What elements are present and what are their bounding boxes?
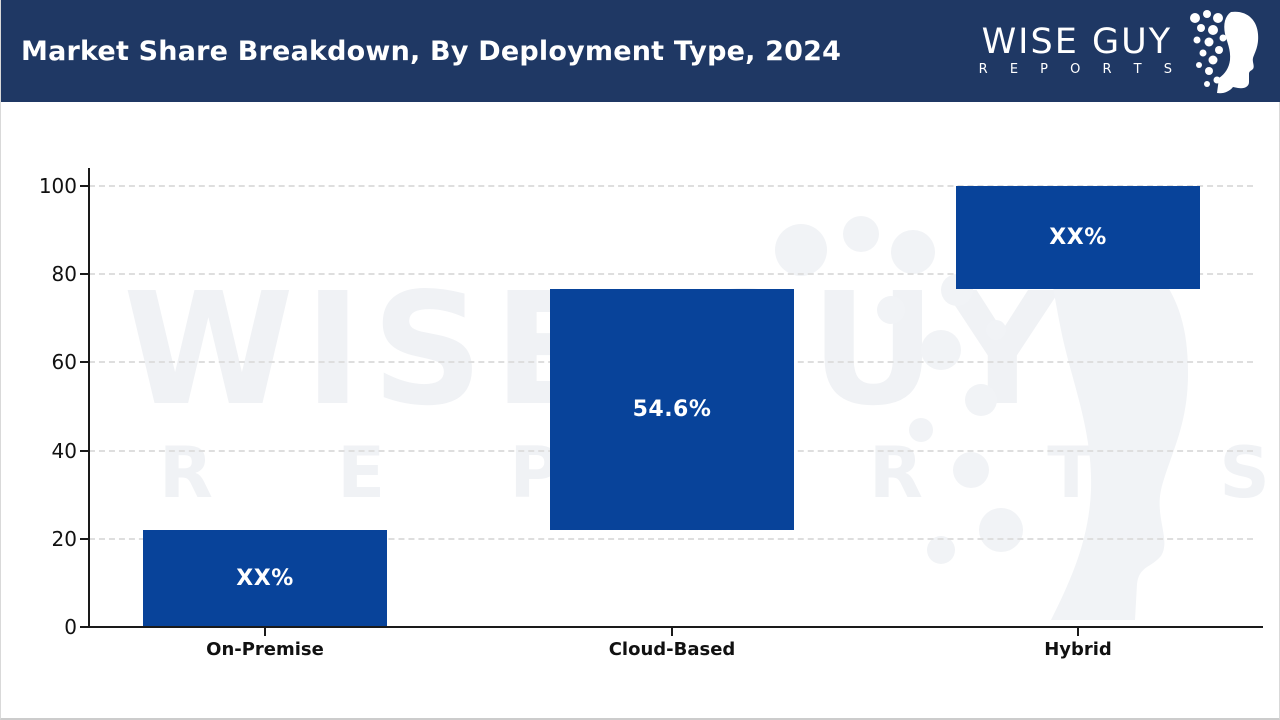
y-axis-tick	[80, 273, 89, 276]
logo-wordmark: WISE GUY	[981, 22, 1173, 62]
x-axis-tick	[1077, 628, 1079, 636]
y-axis-tick	[80, 449, 89, 452]
gridline-y20	[89, 537, 1253, 540]
y-axis-tick-label: 100	[38, 174, 77, 198]
page-title: Market Share Breakdown, By Deployment Ty…	[21, 35, 842, 67]
watermark-face-dots	[775, 216, 1188, 620]
y-axis-tick-label: 40	[51, 438, 77, 463]
y-axis-tick	[80, 185, 89, 187]
y-axis-tick-label: 80	[51, 262, 77, 287]
bar-cloud-based: 54.6%	[550, 289, 794, 530]
y-axis-line	[88, 168, 90, 628]
dotted-face-profile-icon	[1190, 10, 1259, 94]
y-axis-tick	[80, 537, 89, 540]
bar-hybrid: XX%	[956, 186, 1200, 290]
x-axis-tick	[264, 628, 266, 636]
gridline-y100	[89, 185, 1253, 187]
y-axis-tick-label: 60	[51, 350, 77, 375]
y-axis-tick	[80, 626, 89, 628]
category-label-on-premise: On-Premise	[206, 639, 324, 660]
y-axis-tick-label: 20	[51, 526, 77, 551]
logo-text: WISE GUY R E P O R T S	[973, 22, 1181, 78]
category-label-cloud-based: Cloud-Based	[608, 639, 736, 660]
wise-guy-reports-logo: WISE GUY R E P O R T S	[973, 8, 1261, 94]
category-label-hybrid: Hybrid	[1044, 639, 1112, 660]
x-axis-line	[87, 626, 1263, 628]
bar-value-label: XX%	[236, 565, 294, 591]
logo-subtitle: R E P O R T S	[978, 62, 1181, 77]
y-axis-tick	[80, 361, 89, 364]
y-axis-tick-label: 0	[64, 615, 77, 639]
x-axis-tick	[671, 628, 673, 636]
header-bar: Market Share Breakdown, By Deployment Ty…	[1, 0, 1280, 102]
bar-on-premise: XX%	[143, 529, 387, 627]
gridline-y80	[89, 273, 1253, 276]
bar-value-label: XX%	[1049, 225, 1107, 251]
bar-value-label: 54.6%	[632, 397, 712, 423]
